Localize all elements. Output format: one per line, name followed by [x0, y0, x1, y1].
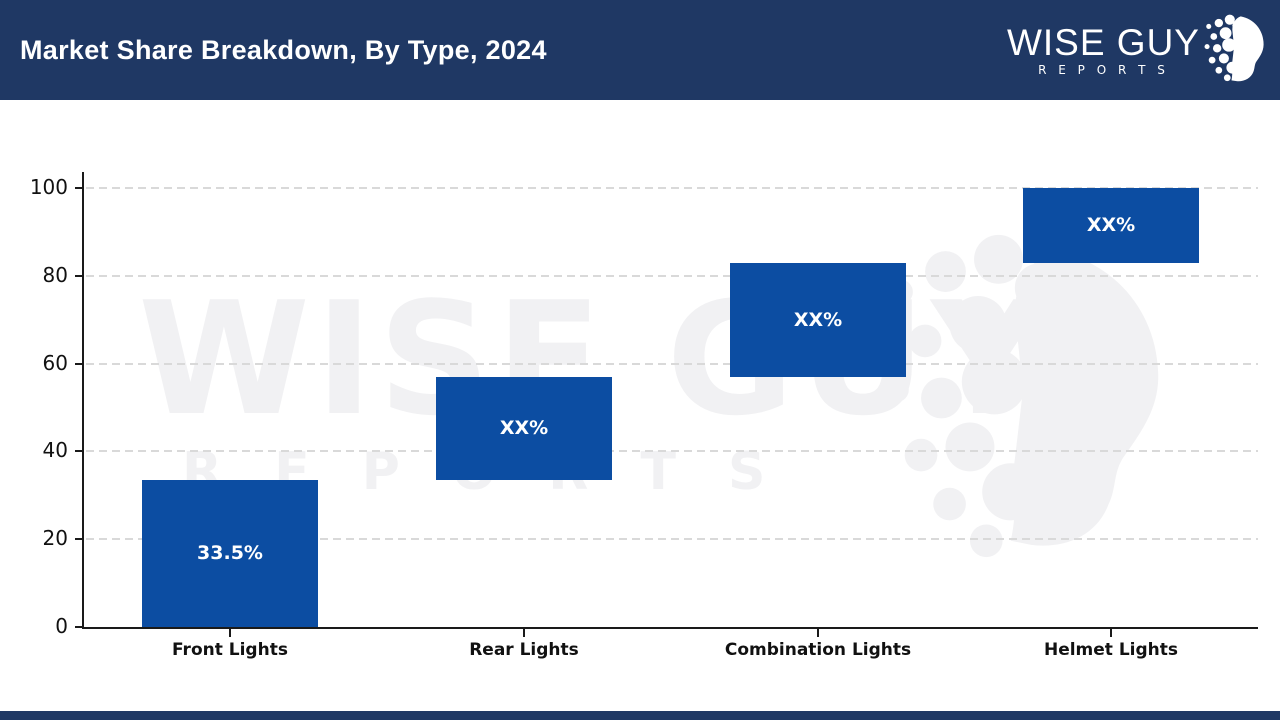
bar-helmet-lights: XX%: [1023, 188, 1199, 263]
page-title: Market Share Breakdown, By Type, 2024: [20, 34, 547, 65]
y-gridline-60: [86, 362, 1258, 365]
footer-bar: [0, 711, 1280, 720]
y-tick-60: [75, 362, 84, 365]
y-gridline-40: [86, 450, 1258, 453]
bar-combination-lights: XX%: [730, 262, 906, 377]
y-axis: [82, 172, 84, 629]
y-gridline-20: [86, 538, 1258, 541]
bar-value-label: 33.5%: [197, 542, 263, 565]
y-tick-label-100: 100: [29, 175, 68, 199]
y-gridline-100: [86, 187, 1258, 189]
y-tick-80: [75, 274, 84, 277]
x-tick-helmet-lights: [1110, 629, 1112, 637]
category-label-front-lights: Front Lights: [172, 640, 288, 660]
watermark-face-icon: [884, 234, 1159, 558]
header-bar: Market Share Breakdown, By Type, 2024 WI…: [0, 0, 1280, 100]
bar-rear-lights: XX%: [436, 376, 612, 480]
x-tick-front-lights: [229, 629, 231, 637]
x-tick-combination-lights: [817, 629, 819, 637]
brand-logo: WISE GUY R E P O R T S: [1007, 11, 1266, 89]
category-label-combination-lights: Combination Lights: [724, 640, 912, 660]
logo-subtext: R E P O R T S: [1038, 63, 1169, 77]
x-tick-rear-lights: [523, 629, 525, 637]
y-gridline-80: [86, 274, 1258, 277]
logo-text: WISE GUY R E P O R T S: [1007, 24, 1200, 76]
y-tick-0: [75, 626, 84, 628]
bar-value-label: XX%: [1086, 214, 1136, 237]
logo-wordmark: WISE GUY: [1006, 22, 1200, 63]
y-tick-label-40: 40: [42, 438, 68, 463]
y-tick-label-20: 20: [42, 526, 68, 551]
category-label-rear-lights: Rear Lights: [469, 640, 579, 660]
y-tick-label-60: 60: [42, 350, 68, 375]
y-tick-20: [75, 538, 84, 541]
bar-value-label: XX%: [793, 308, 843, 331]
bar-value-label: XX%: [499, 417, 549, 440]
y-tick-100: [75, 187, 84, 189]
head-profile-icon: [1204, 14, 1264, 82]
x-axis: [82, 627, 1258, 629]
bar-front-lights: 33.5%: [142, 479, 318, 627]
y-tick-label-0: 0: [55, 614, 68, 638]
category-label-helmet-lights: Helmet Lights: [1043, 640, 1179, 660]
y-tick-label-80: 80: [42, 262, 68, 287]
y-tick-40: [75, 450, 84, 453]
